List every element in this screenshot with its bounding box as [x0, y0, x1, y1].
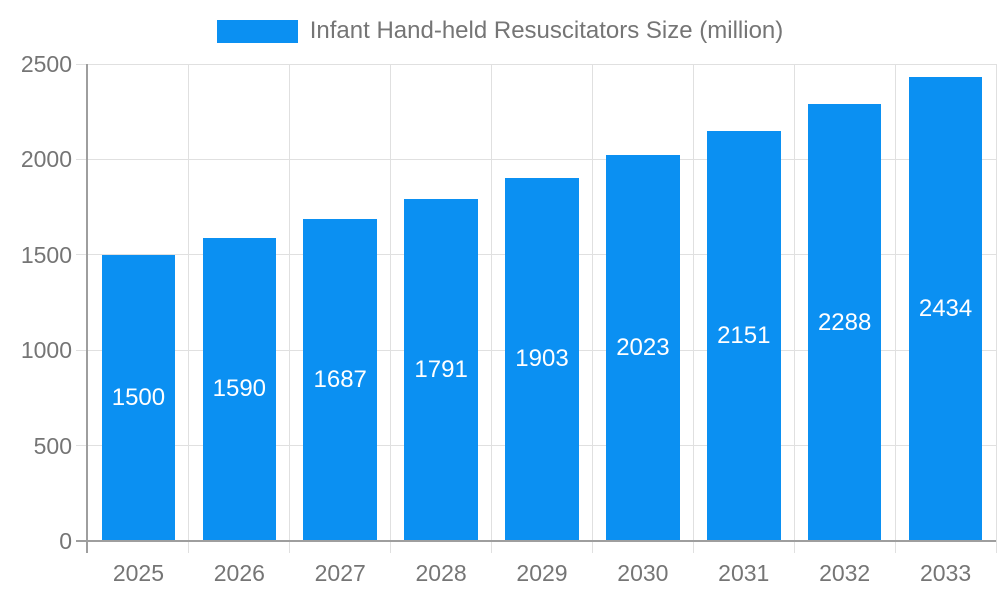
- bar-value-label: 2288: [817, 308, 872, 336]
- bar-value-label: 1791: [414, 356, 468, 384]
- x-axis-tick-label: 2028: [415, 560, 467, 586]
- x-axis-tick-label: 2033: [919, 560, 972, 586]
- x-axis-tick-label: 2032: [819, 560, 871, 586]
- bar-value-label: 2023: [616, 333, 670, 361]
- bar[interactable]: 1903: [505, 177, 579, 541]
- y-gridline: [76, 158, 996, 160]
- x-axis-tick-label: 2029: [516, 560, 568, 586]
- x-gridline: [188, 64, 190, 553]
- legend-item[interactable]: Infant Hand-held Resuscitators Size (mil…: [0, 16, 1000, 46]
- bar[interactable]: 2023: [606, 155, 680, 541]
- x-axis-line: [76, 540, 996, 542]
- x-axis-tick-label: 2027: [314, 560, 366, 586]
- x-axis-tick-label: 2026: [213, 560, 265, 586]
- x-gridline: [894, 64, 896, 553]
- x-axis-tick-label: 2030: [617, 560, 669, 586]
- y-axis-tick-label: 2500: [20, 51, 72, 77]
- bar-value-label: 1903: [515, 345, 569, 373]
- y-axis-tick-label: 500: [33, 432, 72, 459]
- x-gridline: [995, 64, 997, 553]
- bar-value-label: 1687: [313, 366, 367, 394]
- bar-value-label: 2434: [918, 294, 973, 322]
- bar[interactable]: 1590: [202, 237, 277, 541]
- bar[interactable]: 2151: [706, 130, 781, 541]
- x-gridline: [491, 64, 493, 553]
- bar[interactable]: 1687: [303, 219, 378, 541]
- x-axis-tick-label: 2025: [112, 560, 165, 586]
- bar-value-label: 1500: [111, 383, 166, 411]
- x-gridline: [390, 64, 392, 553]
- bar[interactable]: 2288: [807, 104, 882, 541]
- y-axis-line: [86, 64, 88, 553]
- y-axis-tick-label: 1000: [20, 337, 72, 364]
- bar[interactable]: 1791: [404, 199, 478, 541]
- bar-value-label: 1590: [212, 375, 267, 403]
- x-gridline: [793, 64, 795, 553]
- y-gridline: [76, 63, 996, 65]
- x-gridline: [289, 64, 291, 553]
- x-gridline: [692, 64, 694, 553]
- legend-swatch: [216, 19, 298, 43]
- x-axis-tick-label: 2031: [718, 560, 770, 586]
- y-axis-tick-label: 2000: [20, 146, 72, 173]
- y-axis-tick-label: 1500: [20, 241, 72, 268]
- bar-value-label: 2151: [717, 321, 771, 349]
- bar[interactable]: 1500: [101, 254, 176, 541]
- bar[interactable]: 2434: [908, 76, 983, 541]
- y-axis-tick-label: 0: [59, 528, 72, 554]
- legend-label: Infant Hand-held Resuscitators Size (mil…: [309, 17, 784, 44]
- x-gridline: [591, 64, 593, 553]
